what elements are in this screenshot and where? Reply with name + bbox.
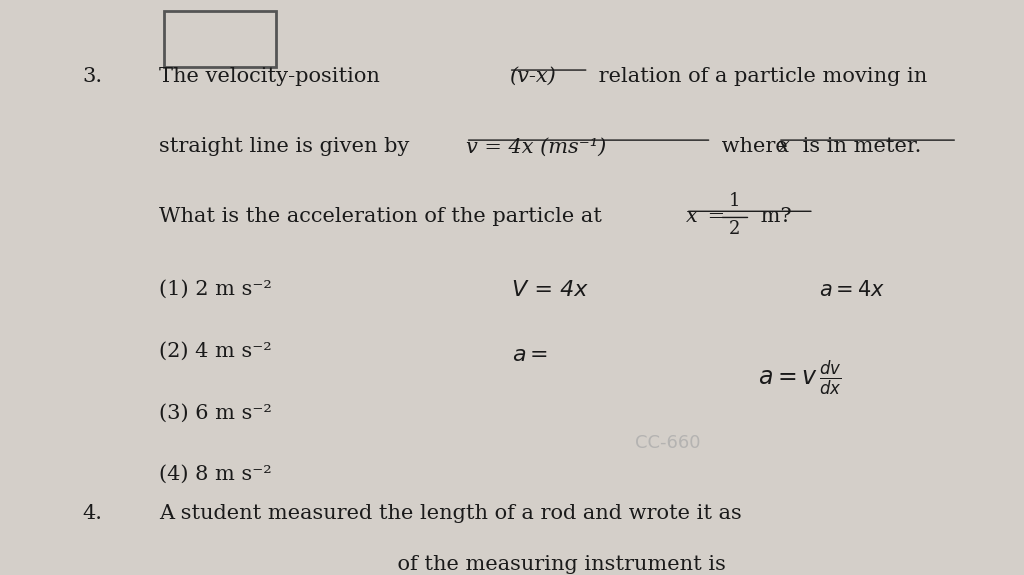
Text: What is the acceleration of the particle at: What is the acceleration of the particle… [159, 208, 608, 227]
Text: =: = [701, 208, 732, 227]
Text: 4.: 4. [82, 504, 102, 523]
Text: 3.: 3. [82, 67, 102, 86]
Text: CC-660: CC-660 [635, 434, 700, 453]
Text: of the measuring instrument is: of the measuring instrument is [159, 555, 726, 574]
Text: (v-x): (v-x) [509, 67, 555, 86]
Text: v = 4x (ms⁻¹): v = 4x (ms⁻¹) [466, 137, 606, 156]
Text: 2: 2 [729, 220, 740, 237]
Text: (3) 6 m s⁻²: (3) 6 m s⁻² [159, 404, 271, 423]
Text: (4) 8 m s⁻²: (4) 8 m s⁻² [159, 465, 271, 484]
Text: $a =$: $a =$ [512, 344, 548, 365]
Text: where: where [715, 137, 794, 156]
Text: 1: 1 [729, 192, 740, 210]
Text: V = 4x: V = 4x [512, 280, 587, 300]
Text: straight line is given by: straight line is given by [159, 137, 416, 156]
Text: is in meter.: is in meter. [797, 137, 922, 156]
Text: x: x [686, 208, 697, 227]
Text: The velocity-position: The velocity-position [159, 67, 386, 86]
Text: relation of a particle moving in: relation of a particle moving in [592, 67, 927, 86]
Text: m?: m? [755, 208, 792, 227]
FancyBboxPatch shape [164, 11, 276, 67]
Text: x: x [778, 137, 790, 156]
Text: $a = 4x$: $a = 4x$ [819, 280, 885, 300]
Text: (2) 4 m s⁻²: (2) 4 m s⁻² [159, 342, 271, 361]
Text: (1) 2 m s⁻²: (1) 2 m s⁻² [159, 280, 271, 299]
Text: A student measured the length of a rod and wrote it as: A student measured the length of a rod a… [159, 504, 741, 523]
Text: $a = v\,\frac{dv}{dx}$: $a = v\,\frac{dv}{dx}$ [758, 359, 842, 398]
